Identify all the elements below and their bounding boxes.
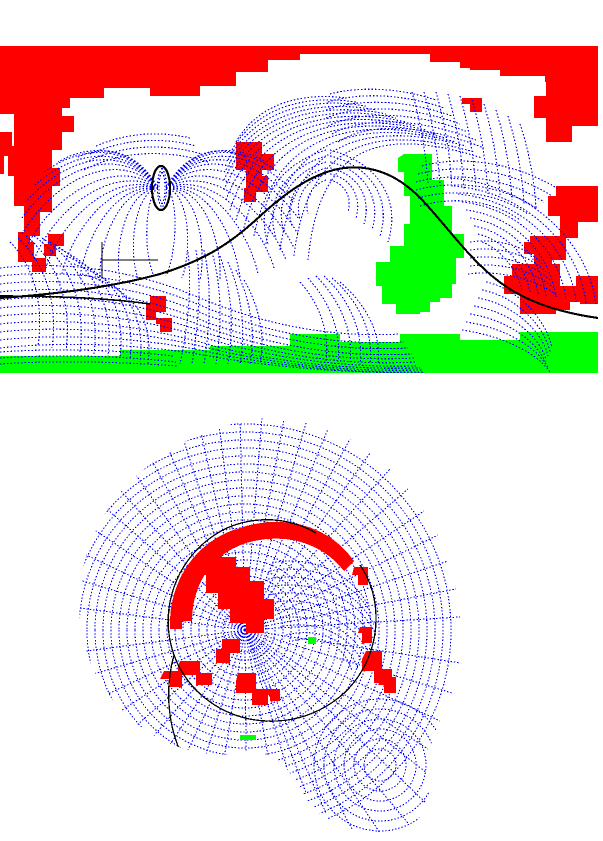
contour-streamlines-map [0, 88, 597, 373]
green-marker-point [308, 637, 316, 644]
elliptic-critical-point [150, 164, 172, 212]
map-background [0, 46, 598, 373]
orthographic-projection-panel [60, 415, 510, 841]
crosshair-marker [101, 242, 158, 278]
black-separatrix-curve [0, 166, 598, 320]
cylindrical-projection-panel [0, 46, 598, 373]
red-saturated-region [160, 521, 396, 705]
separatrix-lower-branch [0, 295, 151, 305]
green-marker-strip [240, 735, 256, 740]
contour-streamlines-globe [79, 417, 461, 836]
green-saturated-region [0, 154, 598, 373]
